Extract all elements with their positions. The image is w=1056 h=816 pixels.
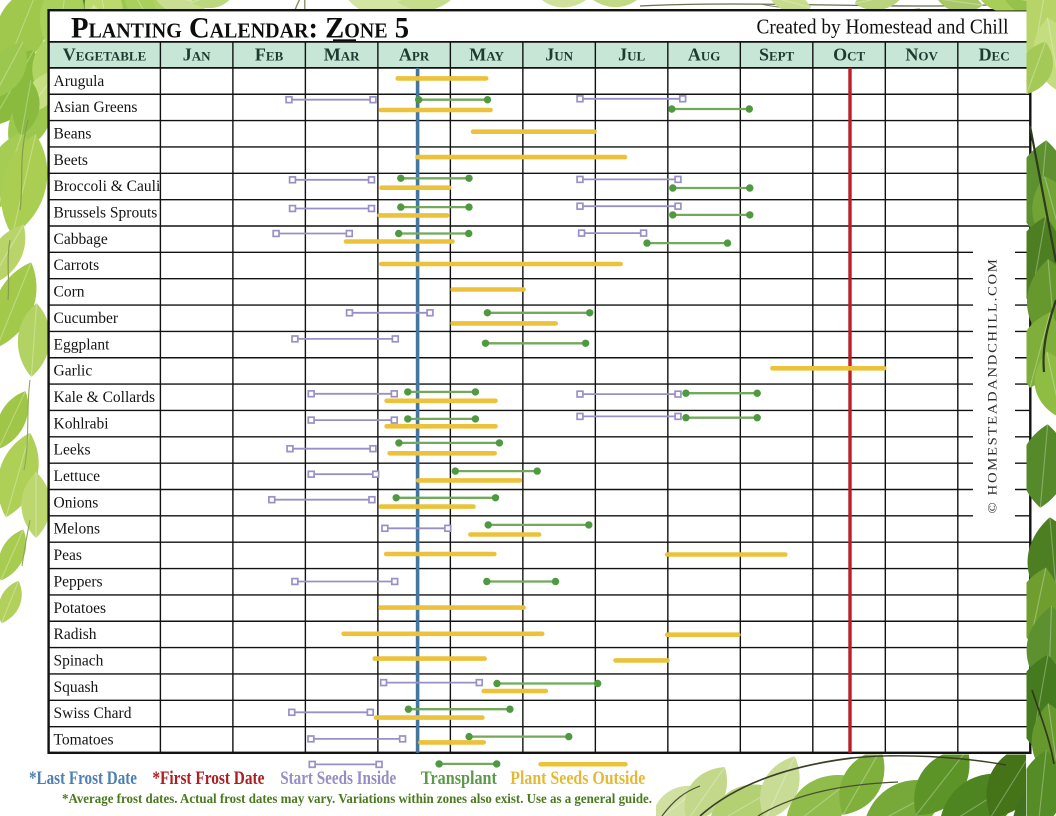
svg-text:May: May [469, 45, 504, 65]
svg-text:Carrots: Carrots [54, 257, 100, 274]
svg-text:Onions: Onions [54, 494, 99, 511]
svg-text:Aug: Aug [688, 45, 721, 65]
svg-text:Mar: Mar [324, 45, 360, 65]
svg-text:Apr: Apr [399, 45, 430, 65]
svg-text:Corn: Corn [54, 284, 85, 301]
svg-text:Jul: Jul [618, 45, 645, 65]
svg-text:Peas: Peas [54, 547, 82, 564]
svg-text:© HOMESTEADANDCHILL.COM: © HOMESTEADANDCHILL.COM [985, 258, 1000, 514]
svg-text:Nov: Nov [905, 45, 938, 65]
svg-text:Radish: Radish [54, 626, 97, 643]
svg-text:Tomatoes: Tomatoes [54, 732, 114, 749]
svg-text:Cabbage: Cabbage [54, 231, 108, 248]
svg-text:*Average frost dates. Actual f: *Average frost dates. Actual frost dates… [62, 791, 652, 806]
svg-text:Transplant: Transplant [421, 769, 498, 789]
svg-text:Jun: Jun [545, 45, 573, 65]
svg-text:Jan: Jan [183, 45, 211, 65]
svg-text:Broccoli & Cauli: Broccoli & Cauli [54, 178, 161, 195]
svg-text:Plant Seeds Outside: Plant Seeds Outside [510, 769, 645, 789]
svg-text:Spinach: Spinach [54, 653, 104, 670]
svg-text:Swiss Chard: Swiss Chard [54, 705, 132, 722]
svg-text:Dec: Dec [979, 45, 1010, 65]
svg-text:Eggplant: Eggplant [54, 336, 111, 353]
svg-text:Planting Calendar: Zone 5: Planting Calendar: Zone 5 [71, 12, 409, 45]
svg-text:Potatoes: Potatoes [54, 600, 107, 617]
svg-text:Feb: Feb [255, 45, 284, 65]
svg-text:Cucumber: Cucumber [54, 310, 119, 327]
svg-text:Kohlrabi: Kohlrabi [54, 415, 110, 432]
svg-text:Start Seeds Inside: Start Seeds Inside [280, 769, 396, 789]
svg-text:Peppers: Peppers [54, 573, 103, 590]
svg-text:*First Frost Date: *First Frost Date [152, 769, 264, 789]
svg-text:Brussels Sprouts: Brussels Sprouts [54, 205, 158, 222]
svg-text:Sept: Sept [759, 45, 795, 65]
svg-text:Garlic: Garlic [54, 363, 93, 380]
svg-text:*Last Frost Date: *Last Frost Date [29, 769, 137, 789]
svg-text:Arugula: Arugula [54, 73, 105, 90]
svg-text:Kale & Collards: Kale & Collards [54, 389, 156, 406]
svg-text:Beets: Beets [54, 152, 88, 169]
svg-text:Oct: Oct [833, 45, 865, 65]
svg-text:Vegetable: Vegetable [63, 45, 147, 65]
svg-text:Lettuce: Lettuce [54, 468, 101, 485]
svg-text:Asian Greens: Asian Greens [54, 99, 138, 116]
svg-text:Squash: Squash [54, 679, 99, 696]
svg-text:Beans: Beans [54, 126, 92, 143]
svg-text:Leeks: Leeks [54, 442, 91, 459]
svg-text:Melons: Melons [54, 521, 101, 538]
svg-text:Created by Homestead and Chill: Created by Homestead and Chill [757, 15, 1009, 39]
